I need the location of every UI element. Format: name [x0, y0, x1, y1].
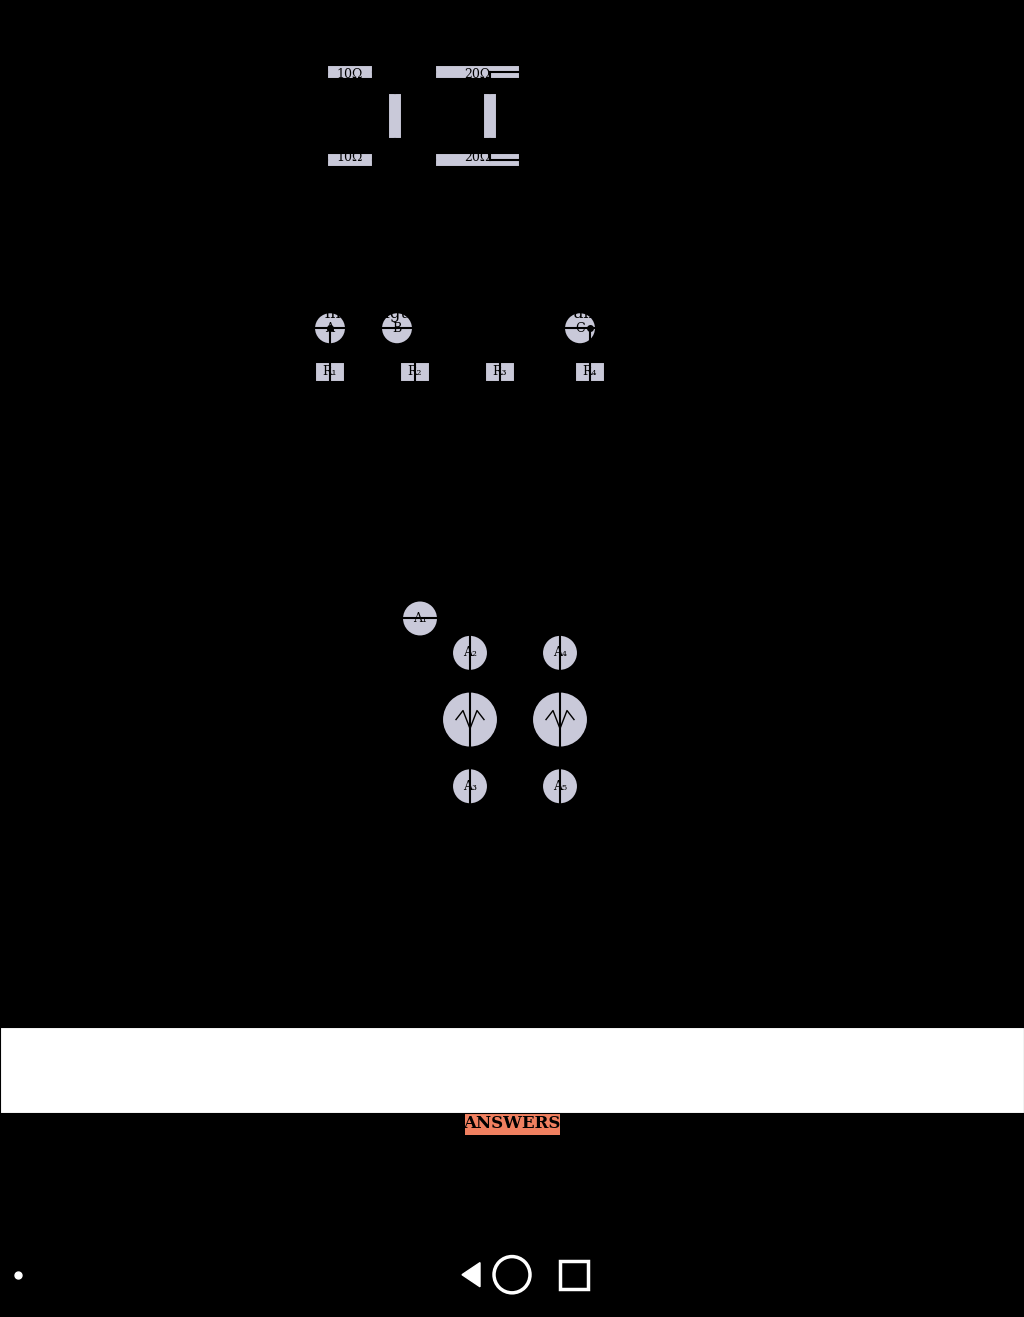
Bar [483, 94, 497, 140]
Text: 53.  The resistors R₁, R₂, R₃ and R₄ in the figure given below are all equal in : 53. The resistors R₁, R₂, R₃ and R₄ in t… [28, 306, 722, 323]
Text: 4: 4 [173, 1183, 181, 1197]
Bar [560, 1260, 588, 1289]
Text: R₄: R₄ [583, 365, 597, 378]
Bar [575, 362, 605, 382]
Bar [327, 153, 374, 167]
Text: R: R [172, 1158, 182, 1171]
Circle shape [452, 768, 488, 805]
Text: 50.  What is the resistance between A and B in the figure given below ?: 50. What is the resistance between A and… [28, 28, 630, 45]
Circle shape [314, 312, 346, 344]
Text: A₅: A₅ [553, 780, 567, 793]
Bar [315, 362, 345, 382]
Text: 10Ω: 10Ω [500, 109, 526, 122]
Text: 9. B       10.: 9. B 10. [55, 1175, 139, 1188]
Text: R₁: R₁ [323, 365, 337, 378]
Text: ANSWERS: ANSWERS [463, 1115, 561, 1133]
Bar [400, 362, 430, 382]
Text: 12 V: 12 V [468, 449, 497, 462]
Circle shape [542, 635, 578, 670]
Circle shape [442, 691, 498, 748]
Text: A₃: A₃ [463, 780, 477, 793]
Text: A₂: A₂ [463, 647, 477, 660]
Text: B: B [290, 153, 301, 167]
Text: 4Ω,  8Ω,  12Ω,  24Ω: 4Ω, 8Ω, 12Ω, 24Ω [435, 8, 589, 22]
Text: 11. (a) 1500 Ω  (b) 1 Ω    (c) 5 Ω     12. Current in 6 Ω  resistor = 4 A ; Curr: 11. (a) 1500 Ω (b) 1 Ω (c) 5 Ω 12. Curre… [193, 1175, 807, 1188]
Circle shape [381, 312, 413, 344]
Bar [485, 362, 515, 382]
Circle shape [452, 635, 488, 670]
Circle shape [542, 768, 578, 805]
Text: A₄: A₄ [553, 647, 567, 660]
Text: 30Ω: 30Ω [406, 109, 431, 122]
Text: A: A [290, 65, 301, 79]
Text: R₂: R₂ [408, 365, 422, 378]
Text: 20Ω: 20Ω [464, 68, 490, 82]
Text: 52.  You are supplied with a number of 100 Ω resistors. How could you combine so: 52. You are supplied with a number of 10… [28, 248, 975, 284]
Text: 10Ω: 10Ω [337, 151, 364, 165]
Text: C: C [575, 321, 585, 335]
Text: 51.  You are given one hundred 1 Ω resistors. What is the smallest and largest r: 51. You are given one hundred 1 Ω resist… [28, 195, 935, 232]
Text: R₃: R₃ [493, 365, 507, 378]
Circle shape [402, 601, 438, 636]
Text: 10Ω: 10Ω [337, 68, 364, 82]
Text: 20Ω: 20Ω [464, 151, 490, 165]
Text: A: A [326, 321, 335, 335]
Text: resistor = 6 A.   13. (i) Parallel combination       (ii) Series combination    : resistor = 6 A. 13. (i) Parallel combina… [55, 1204, 669, 1217]
Circle shape [564, 312, 596, 344]
Bar [327, 65, 374, 79]
Bar [434, 65, 520, 79]
Bar [388, 94, 402, 140]
Text: B: B [392, 321, 401, 335]
Text: What would you expect the voltmeters A, B and C to read assuming that the connec: What would you expect the voltmeters A, … [28, 461, 969, 497]
Bar [465, 1113, 559, 1135]
Circle shape [532, 691, 588, 748]
Text: 54.  Four resistances of 16 ohms each are connected in parallel. Four such combi: 54. Four resistances of 16 ohms each are… [28, 511, 983, 547]
Text: A₁: A₁ [413, 612, 427, 626]
Text: 2. 1 ohm         4. 1 ohm     5. In parallel   6. In parallel      7. 8 Ω ; 1.5 : 2. 1 ohm 4. 1 ohm 5. In parallel 6. In p… [55, 1144, 781, 1159]
Bar [434, 153, 520, 167]
Polygon shape [462, 1263, 480, 1287]
Text: 55.  If the lamps are both the same in the figure given below and if A₁ reads 0.: 55. If the lamps are both the same in th… [28, 562, 948, 599]
